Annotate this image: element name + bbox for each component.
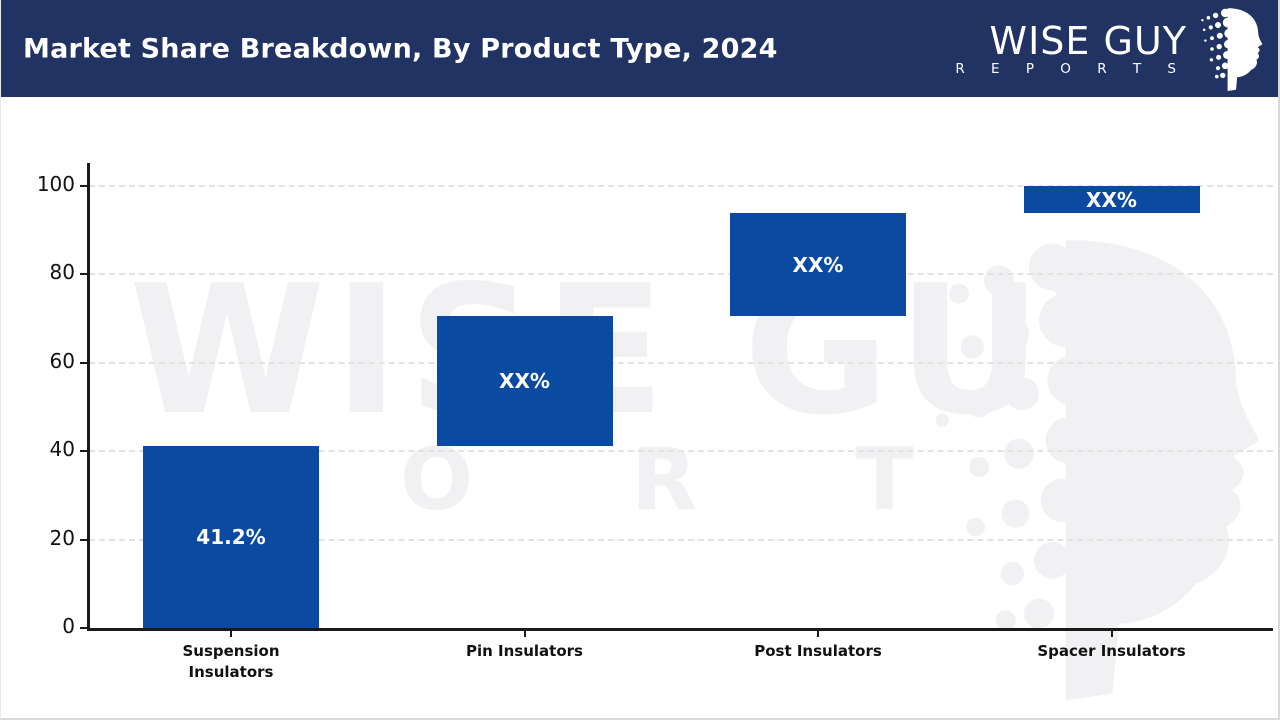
y-gridline [89,538,1273,541]
y-axis-line [87,163,90,630]
y-gridline [89,273,1273,276]
x-category-label: Post Insulators [754,642,882,660]
logo-wordmark: WISE GUY R E P O R T S [949,22,1187,77]
y-gridline [89,185,1273,187]
x-tick [817,628,819,637]
logo-wordmark-bottom: R E P O R T S [955,60,1187,77]
y-tick [80,273,89,276]
bar-value-label: 41.2% [196,524,266,549]
y-tick [80,361,89,364]
y-tick-label: 20 [49,525,75,550]
bar-segment: XX% [436,316,613,446]
y-gridline [89,450,1273,453]
wiseguy-logo: WISE GUY R E P O R T S [949,6,1267,92]
page-title: Market Share Breakdown, By Product Type,… [23,33,778,64]
y-tick [80,538,89,541]
bar-value-label: XX% [499,369,550,394]
bar-value-label: XX% [792,252,844,277]
y-tick [80,450,89,453]
y-tick [80,627,89,629]
x-category-label: Suspension Insulators [182,642,280,681]
y-tick [80,185,89,187]
bar-value-label: XX% [1086,187,1137,212]
x-category-label: Pin Insulators [466,642,583,660]
bar-segment: XX% [730,213,906,317]
x-tick [230,628,232,637]
y-tick-label: 100 [36,172,75,196]
x-tick [523,628,526,637]
y-tick-label: 60 [49,348,75,373]
x-axis-line [87,628,1273,631]
logo-wordmark-top: WISE GUY [989,18,1187,63]
y-gridline [89,361,1273,364]
x-category-label: Spacer Insulators [1037,642,1186,660]
header-bar: Market Share Breakdown, By Product Type,… [1,0,1278,97]
y-tick-label: 80 [49,260,75,285]
y-tick-label: 40 [49,437,75,462]
bar-segment: 41.2% [143,445,319,628]
bar-segment: XX% [1023,186,1200,214]
y-tick-label: 0 [62,614,75,638]
